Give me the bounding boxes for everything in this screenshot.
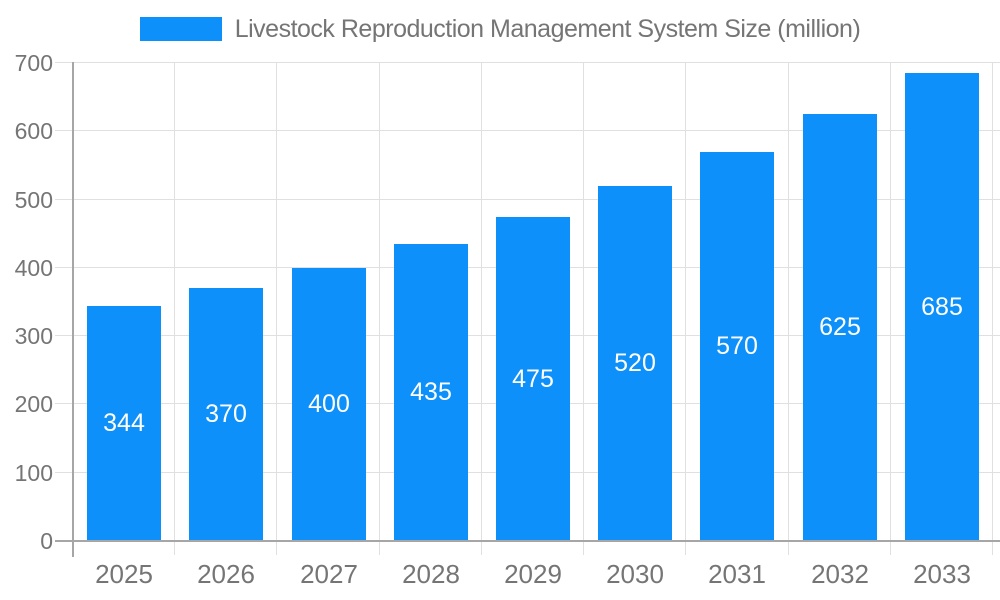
- bar-value-label-2026: 370: [205, 400, 247, 428]
- bar-2029: 475: [496, 217, 570, 541]
- bar-value-label-2030: 520: [614, 349, 656, 377]
- x-axis-label-2026: 2026: [197, 559, 255, 589]
- x-axis-label-2030: 2030: [606, 559, 664, 589]
- gridline-y-500: [55, 199, 1000, 200]
- x-axis-label-2033: 2033: [913, 559, 971, 589]
- legend-color-swatch: [139, 17, 222, 41]
- bar-2031: 570: [700, 152, 774, 541]
- y-axis-line: [72, 62, 74, 557]
- y-axis-label-400: 400: [14, 255, 53, 281]
- bar-2032: 625: [803, 114, 877, 541]
- x-axis-label-2029: 2029: [504, 559, 562, 589]
- y-axis-label-300: 300: [14, 323, 53, 349]
- bar-2025: 344: [87, 306, 161, 541]
- gridline-x-7: [788, 63, 789, 555]
- gridline-x-8: [890, 63, 891, 555]
- y-axis-label-200: 200: [14, 391, 53, 417]
- gridline-x-5: [583, 63, 584, 555]
- x-axis-label-2028: 2028: [402, 559, 460, 589]
- legend-series-label: Livestock Reproduction Management System…: [234, 14, 861, 43]
- bar-value-label-2025: 344: [103, 409, 145, 437]
- bar-value-label-2031: 570: [716, 332, 758, 360]
- bar-value-label-2027: 400: [308, 390, 350, 418]
- gridline-y-600: [55, 130, 1000, 131]
- gridline-y-700: [55, 62, 1000, 63]
- x-axis-label-2031: 2031: [708, 559, 766, 589]
- bar-value-label-2032: 625: [819, 313, 861, 341]
- gridline-x-1: [174, 63, 175, 555]
- y-axis-label-100: 100: [14, 460, 53, 486]
- gridline-x-3: [379, 63, 380, 555]
- y-axis-label-600: 600: [14, 118, 53, 144]
- bar-2026: 370: [189, 288, 263, 541]
- gridline-x-9: [992, 63, 993, 555]
- gridline-x-4: [481, 63, 482, 555]
- y-axis-label-0: 0: [40, 528, 53, 554]
- gridline-x-6: [685, 63, 686, 555]
- bar-2033: 685: [905, 73, 979, 541]
- x-axis-label-2025: 2025: [95, 559, 153, 589]
- gridline-x-2: [276, 63, 277, 555]
- bar-2030: 520: [598, 186, 672, 541]
- chart-legend: Livestock Reproduction Management System…: [0, 14, 1000, 44]
- y-axis-label-700: 700: [14, 50, 53, 76]
- bar-value-label-2029: 475: [512, 364, 554, 393]
- x-axis-label-2027: 2027: [300, 559, 358, 589]
- bar-2028: 435: [394, 244, 468, 541]
- bar-value-label-2028: 435: [410, 378, 452, 406]
- bar-2027: 400: [292, 268, 366, 541]
- x-axis-label-2032: 2032: [811, 559, 869, 589]
- bar-value-label-2033: 685: [921, 292, 963, 321]
- x-axis-line: [55, 540, 1000, 542]
- y-axis-label-500: 500: [14, 187, 53, 213]
